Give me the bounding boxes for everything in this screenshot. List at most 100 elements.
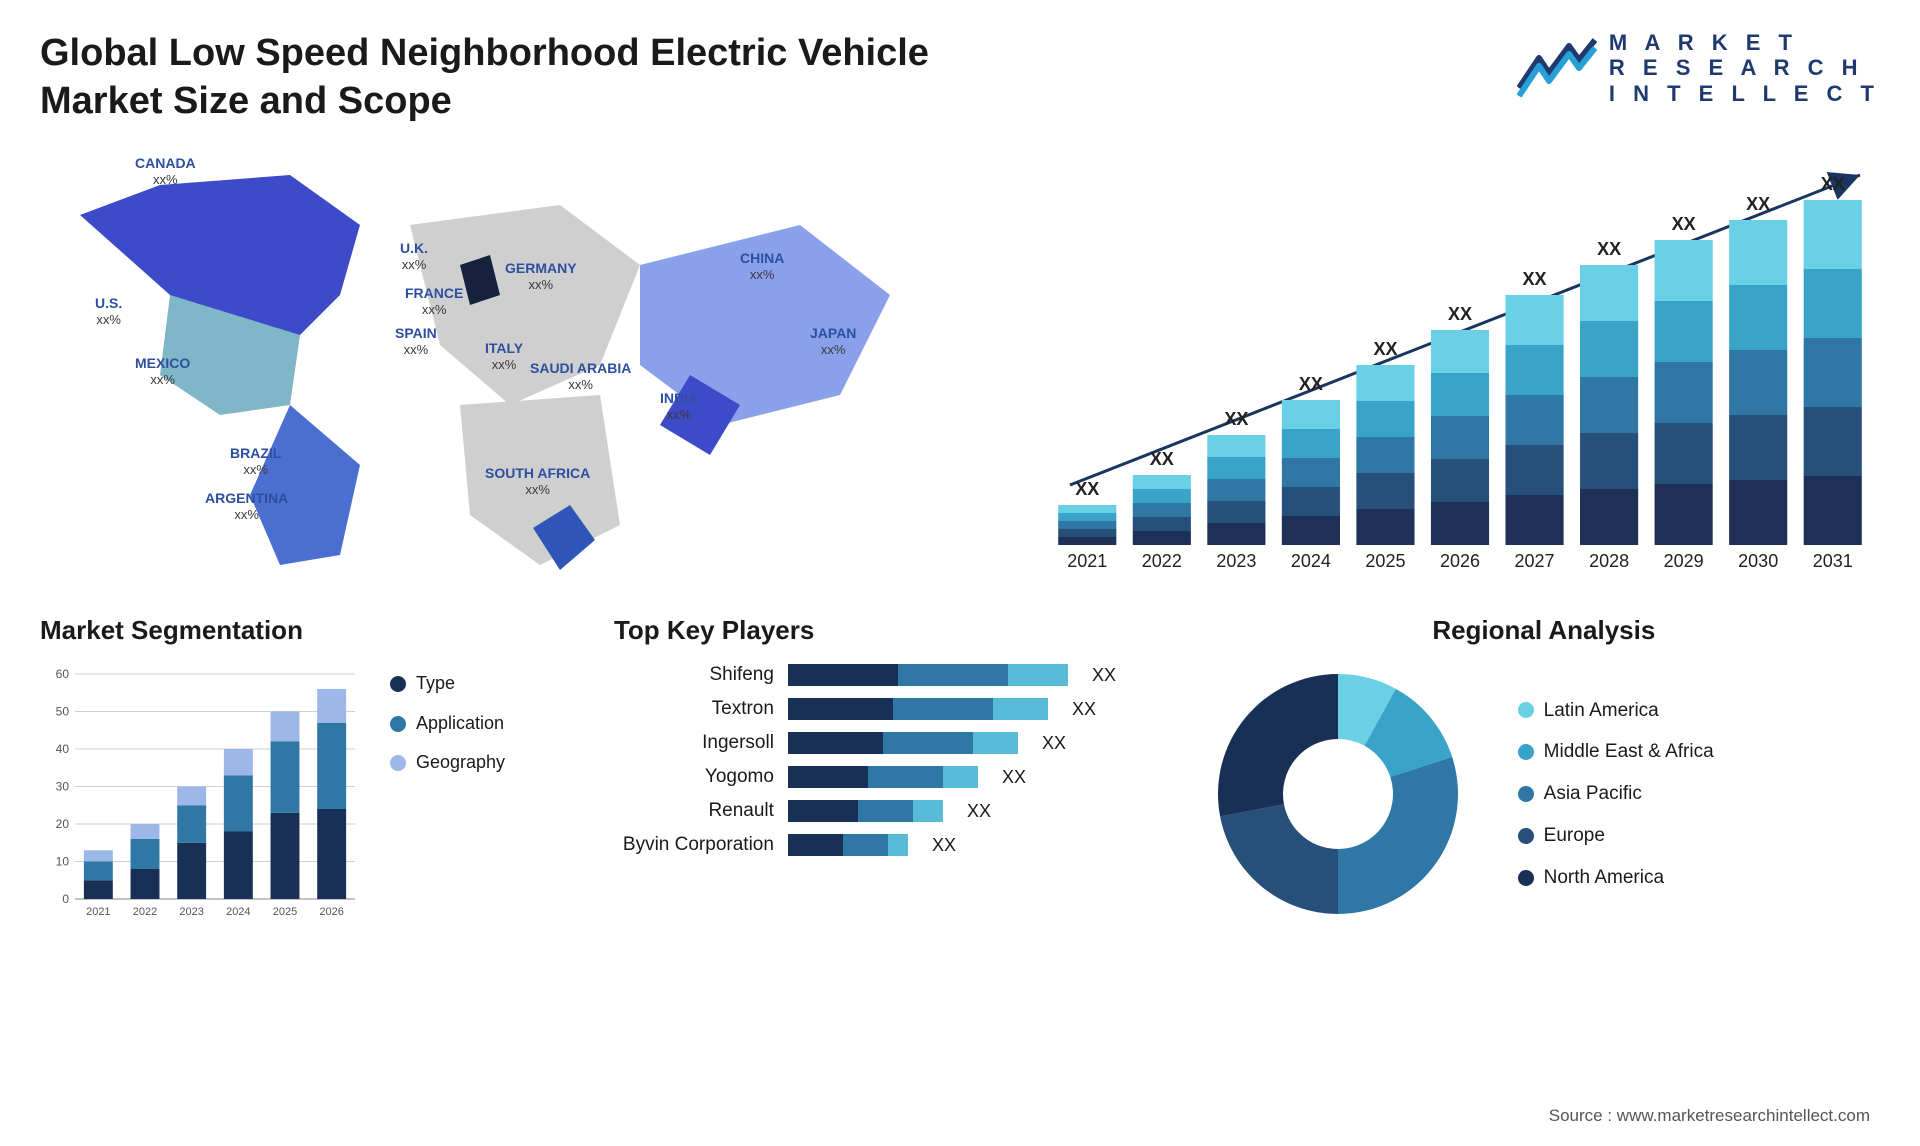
segmentation-chart: 0102030405060202120222023202420252026 — [40, 664, 370, 924]
svg-text:XX: XX — [1746, 194, 1770, 214]
player-row: Renault XX — [614, 800, 1168, 822]
svg-text:XX: XX — [1597, 239, 1621, 259]
svg-text:2021: 2021 — [86, 906, 110, 918]
player-bar — [788, 800, 943, 822]
regional-title: Regional Analysis — [1208, 615, 1880, 646]
svg-text:2022: 2022 — [1142, 551, 1182, 571]
player-value: XX — [1042, 733, 1066, 754]
player-row: Byvin Corporation XX — [614, 834, 1168, 856]
svg-text:60: 60 — [56, 667, 70, 681]
svg-text:2026: 2026 — [1440, 551, 1480, 571]
svg-text:2027: 2027 — [1515, 551, 1555, 571]
svg-text:XX: XX — [1224, 409, 1248, 429]
svg-text:XX: XX — [1448, 304, 1472, 324]
regional-donut — [1208, 664, 1468, 924]
player-row: Textron XX — [614, 698, 1168, 720]
svg-text:2025: 2025 — [273, 906, 297, 918]
svg-text:2024: 2024 — [226, 906, 250, 918]
player-bar — [788, 834, 908, 856]
map-label-saudi-arabia: SAUDI ARABIAxx% — [530, 360, 631, 393]
regional-legend: Latin AmericaMiddle East & AfricaAsia Pa… — [1518, 690, 1714, 899]
svg-text:2028: 2028 — [1589, 551, 1629, 571]
map-label-argentina: ARGENTINAxx% — [205, 490, 288, 523]
svg-text:2025: 2025 — [1365, 551, 1405, 571]
player-name: Byvin Corporation — [614, 834, 774, 856]
segmentation-panel: Market Segmentation 01020304050602021202… — [40, 615, 574, 924]
svg-text:XX: XX — [1672, 214, 1696, 234]
player-bar — [788, 732, 1018, 754]
map-label-south-africa: SOUTH AFRICAxx% — [485, 465, 590, 498]
svg-text:XX: XX — [1150, 449, 1174, 469]
seg-legend-application: Application — [390, 704, 505, 744]
growth-chart: 2021 XX 2022 XX 2023 XX 2024 XX 2025 XX 2026 XX 2027… — [1030, 145, 1890, 575]
svg-text:2024: 2024 — [1291, 551, 1331, 571]
segmentation-title: Market Segmentation — [40, 615, 574, 646]
player-name: Renault — [614, 800, 774, 822]
map-label-france: FRANCExx% — [405, 285, 463, 318]
region-legend-item: Latin America — [1518, 690, 1714, 732]
logo-line3: I N T E L L E C T — [1609, 81, 1880, 106]
regional-panel: Regional Analysis Latin AmericaMiddle Ea… — [1208, 615, 1880, 924]
svg-text:XX: XX — [1821, 174, 1845, 194]
player-row: Ingersoll XX — [614, 732, 1168, 754]
svg-text:2023: 2023 — [179, 906, 203, 918]
page-title: Global Low Speed Neighborhood Electric V… — [40, 30, 1060, 125]
svg-text:0: 0 — [62, 892, 69, 906]
player-bar — [788, 698, 1048, 720]
svg-text:XX: XX — [1373, 339, 1397, 359]
svg-text:2022: 2022 — [133, 906, 157, 918]
player-value: XX — [1092, 665, 1116, 686]
svg-text:2026: 2026 — [319, 906, 343, 918]
player-name: Textron — [614, 698, 774, 720]
player-value: XX — [1002, 767, 1026, 788]
player-bar — [788, 664, 1068, 686]
player-row: Yogomo XX — [614, 766, 1168, 788]
svg-text:2023: 2023 — [1216, 551, 1256, 571]
region-legend-item: Asia Pacific — [1518, 773, 1714, 815]
logo-icon — [1517, 38, 1597, 98]
brand-logo: M A R K E T R E S E A R C H I N T E L L … — [1517, 30, 1880, 106]
world-map: CANADAxx% U.S.xx% MEXICOxx% BRAZILxx% ARGENT… — [40, 145, 970, 575]
svg-text:2031: 2031 — [1813, 551, 1853, 571]
map-label-germany: GERMANYxx% — [505, 260, 577, 293]
map-label-china: CHINAxx% — [740, 250, 784, 283]
map-label-brazil: BRAZILxx% — [230, 445, 281, 478]
region-legend-item: Europe — [1518, 815, 1714, 857]
map-label-mexico: MEXICOxx% — [135, 355, 190, 388]
player-value: XX — [967, 801, 991, 822]
players-panel: Top Key Players ShifengXXTextronXXIngers… — [614, 615, 1168, 924]
seg-legend-type: Type — [390, 664, 505, 704]
segmentation-legend: TypeApplicationGeography — [390, 664, 505, 924]
map-label-u-s-: U.S.xx% — [95, 295, 122, 328]
svg-text:XX: XX — [1075, 479, 1099, 499]
region-legend-item: Middle East & Africa — [1518, 731, 1714, 773]
logo-line1: M A R K E T — [1609, 30, 1880, 55]
map-label-canada: CANADAxx% — [135, 155, 196, 188]
svg-text:XX: XX — [1299, 374, 1323, 394]
players-title: Top Key Players — [614, 615, 1168, 646]
region-legend-item: North America — [1518, 857, 1714, 899]
map-label-u-k-: U.K.xx% — [400, 240, 428, 273]
player-bar — [788, 766, 978, 788]
svg-text:2029: 2029 — [1664, 551, 1704, 571]
svg-text:40: 40 — [56, 742, 70, 756]
player-value: XX — [932, 835, 956, 856]
player-name: Shifeng — [614, 664, 774, 686]
player-name: Yogomo — [614, 766, 774, 788]
player-name: Ingersoll — [614, 732, 774, 754]
svg-text:2021: 2021 — [1067, 551, 1107, 571]
svg-text:20: 20 — [56, 817, 70, 831]
svg-text:10: 10 — [56, 855, 70, 869]
player-value: XX — [1072, 699, 1096, 720]
svg-text:2030: 2030 — [1738, 551, 1778, 571]
player-row: Shifeng XX — [614, 664, 1168, 686]
map-label-italy: ITALYxx% — [485, 340, 523, 373]
map-label-japan: JAPANxx% — [810, 325, 856, 358]
seg-legend-geography: Geography — [390, 743, 505, 783]
logo-line2: R E S E A R C H — [1609, 55, 1880, 80]
map-label-india: INDIAxx% — [660, 390, 698, 423]
svg-text:30: 30 — [56, 780, 70, 794]
source-label: Source : www.marketresearchintellect.com — [1549, 1106, 1870, 1126]
map-label-spain: SPAINxx% — [395, 325, 437, 358]
svg-text:XX: XX — [1523, 269, 1547, 289]
